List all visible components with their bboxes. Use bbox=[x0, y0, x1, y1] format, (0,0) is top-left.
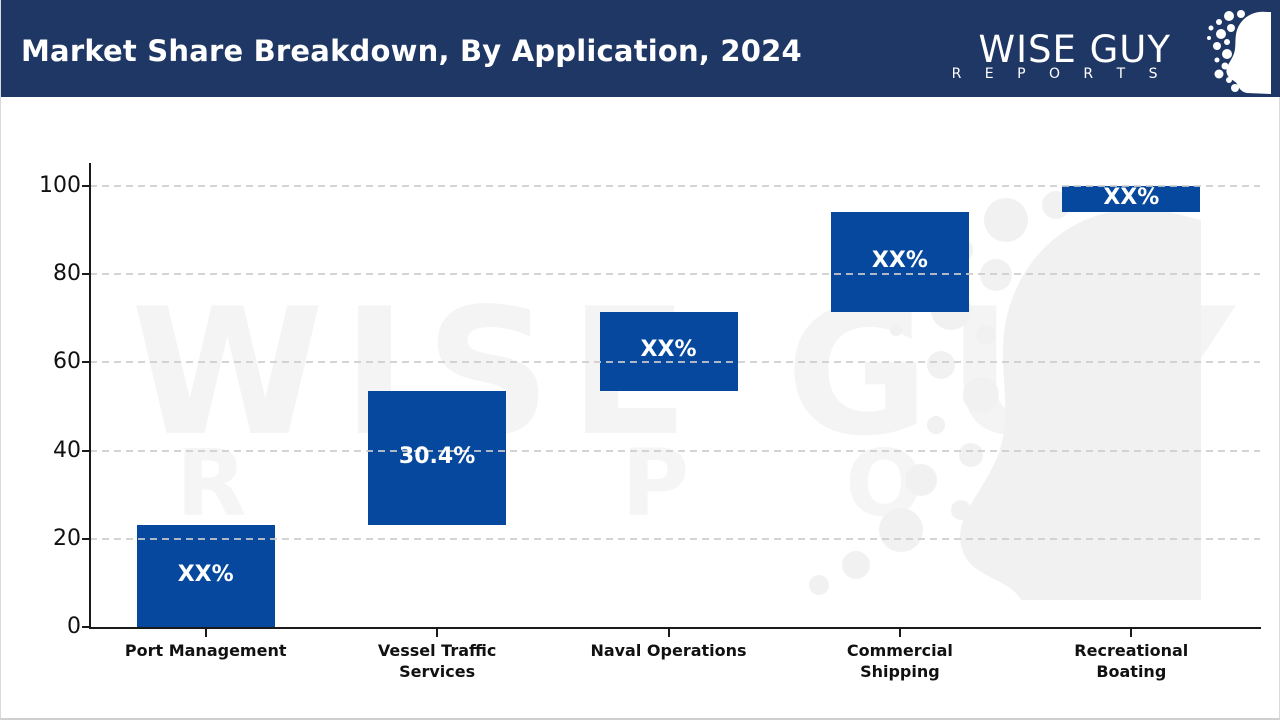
wiseguy-face-icon bbox=[1207, 10, 1271, 94]
y-axis-line bbox=[89, 163, 91, 629]
bar-value-label-naval-operations: XX% bbox=[640, 337, 697, 363]
x-axis-label-commercial-shipping: Commercial Shipping bbox=[846, 641, 953, 681]
x-axis-tick-vessel-traffic-services bbox=[436, 629, 439, 637]
x-axis-label-recreational-boating: Recreational Boating bbox=[1074, 641, 1189, 681]
x-axis-label-naval-operations: Naval Operations bbox=[590, 641, 747, 660]
bar-commercial-shipping bbox=[830, 212, 969, 313]
gridline-40 bbox=[90, 449, 1260, 452]
x-axis-tick-naval-operations bbox=[667, 629, 670, 637]
x-axis-tick-recreational-boating bbox=[1130, 629, 1133, 637]
y-axis-label-60: 60 bbox=[53, 349, 81, 375]
bar-port-management bbox=[136, 524, 275, 627]
x-axis-line bbox=[89, 627, 1261, 629]
y-axis-label-0: 0 bbox=[67, 614, 81, 639]
logo-subtitle: R E P O R T S bbox=[951, 66, 1167, 82]
y-axis-tick-100 bbox=[82, 185, 90, 187]
y-axis-label-100: 100 bbox=[39, 173, 81, 198]
bar-value-label-port-management: XX% bbox=[177, 561, 234, 587]
y-axis-label-20: 20 bbox=[53, 525, 81, 551]
gridline-100 bbox=[90, 185, 1260, 187]
x-axis-label-port-management: Port Management bbox=[124, 641, 287, 660]
y-axis-label-80: 80 bbox=[53, 261, 81, 287]
bar-value-label-commercial-shipping: XX% bbox=[871, 248, 928, 274]
gridline-80 bbox=[90, 273, 1260, 276]
y-axis-tick-40 bbox=[82, 449, 90, 452]
bar-recreational-boating bbox=[1062, 186, 1201, 213]
x-axis-tick-commercial-shipping bbox=[898, 629, 901, 637]
y-axis-tick-60 bbox=[82, 361, 90, 364]
wiseguy-logo: WISE GUY R E P O R T S bbox=[952, 6, 1271, 94]
bar-vessel-traffic-services bbox=[368, 390, 507, 525]
y-axis-tick-0 bbox=[82, 626, 90, 628]
gridline-20 bbox=[90, 537, 1260, 540]
bar-naval-operations bbox=[599, 312, 738, 391]
gridline-60 bbox=[90, 361, 1260, 364]
header-banner: Market Share Breakdown, By Application, … bbox=[1, 0, 1280, 97]
x-axis-label-vessel-traffic-services: Vessel Traffic Services bbox=[377, 641, 497, 681]
x-axis-tick-port-management bbox=[204, 629, 207, 637]
logo-wordmark: WISE GUY bbox=[978, 28, 1171, 71]
y-axis-tick-20 bbox=[82, 537, 90, 540]
y-axis-tick-80 bbox=[82, 273, 90, 276]
y-axis-label-40: 40 bbox=[53, 437, 81, 463]
chart-title: Market Share Breakdown, By Application, … bbox=[21, 34, 802, 68]
bar-value-label-recreational-boating: XX% bbox=[1103, 185, 1160, 210]
bar-value-label-vessel-traffic-services: 30.4% bbox=[398, 443, 476, 469]
